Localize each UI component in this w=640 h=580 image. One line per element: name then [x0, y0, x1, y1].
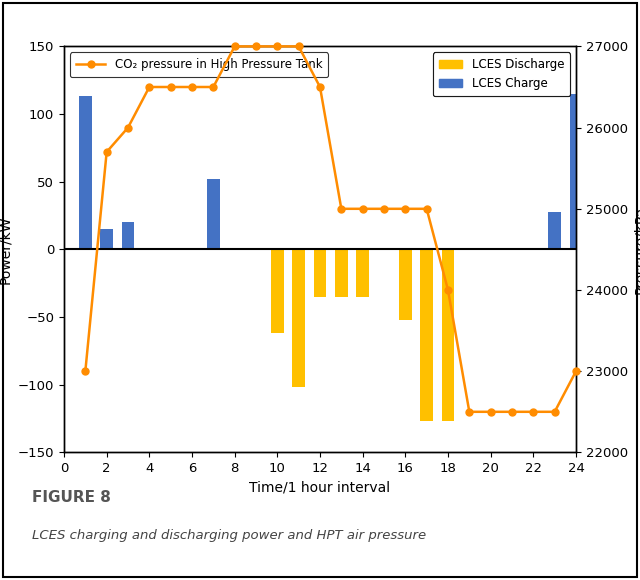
Bar: [335, 249, 348, 297]
Bar: [292, 249, 305, 387]
Y-axis label: Power/kW: Power/kW: [0, 215, 12, 284]
Bar: [442, 249, 454, 421]
Bar: [399, 249, 412, 320]
Bar: [314, 249, 326, 297]
Y-axis label: Pressure/kPa: Pressure/kPa: [634, 205, 640, 293]
Bar: [271, 249, 284, 334]
Bar: [122, 222, 134, 249]
Bar: [356, 249, 369, 297]
Bar: [207, 179, 220, 249]
Text: FIGURE 8: FIGURE 8: [32, 490, 111, 505]
Text: LCES charging and discharging power and HPT air pressure: LCES charging and discharging power and …: [32, 530, 426, 542]
Legend: LCES Discharge, LCES Charge: LCES Discharge, LCES Charge: [433, 52, 570, 96]
Bar: [548, 212, 561, 249]
Bar: [100, 229, 113, 249]
Bar: [420, 249, 433, 421]
X-axis label: Time/1 hour interval: Time/1 hour interval: [250, 481, 390, 495]
Bar: [79, 96, 92, 249]
Bar: [570, 94, 582, 249]
